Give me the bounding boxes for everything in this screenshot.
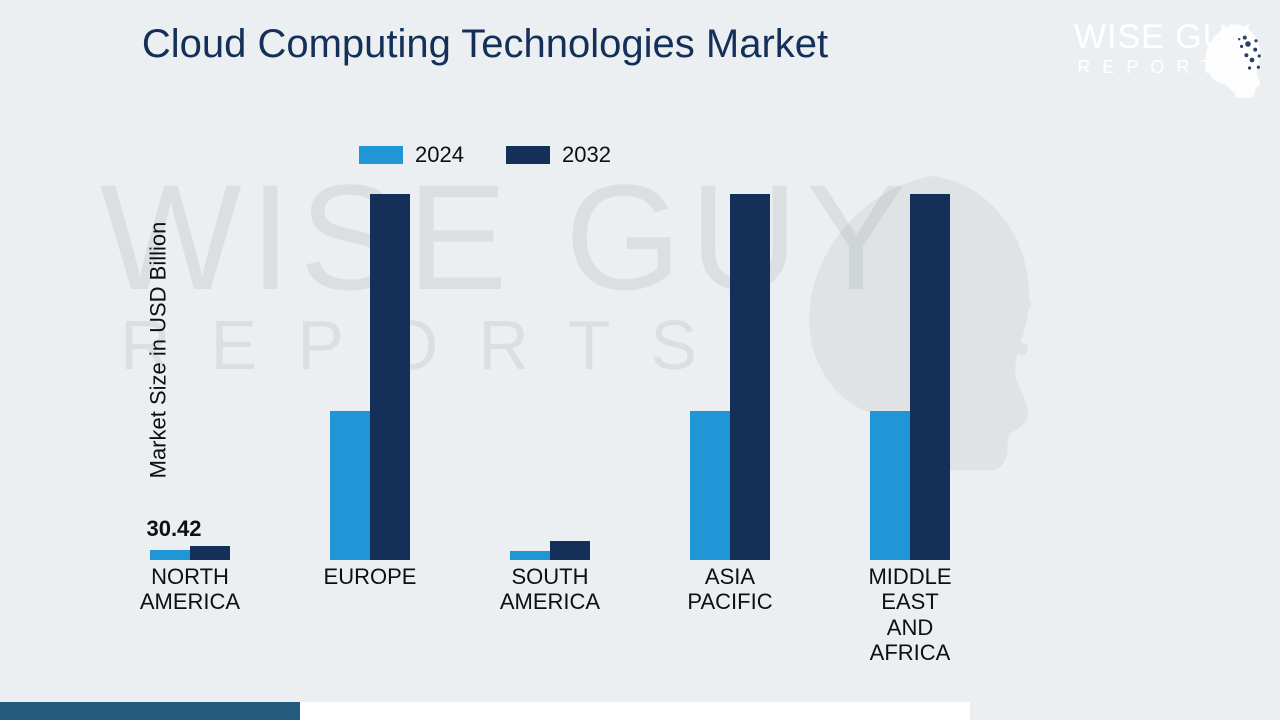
bar-group xyxy=(870,180,950,560)
brand-head-icon xyxy=(1188,20,1268,100)
plot-area: 30.42 xyxy=(110,180,1010,560)
footer-accent xyxy=(0,702,300,720)
bar-group: 30.42 xyxy=(150,180,230,560)
legend: 2024 2032 xyxy=(0,142,970,168)
legend-label-2032: 2032 xyxy=(562,142,611,168)
bar-group xyxy=(330,180,410,560)
legend-swatch-2032 xyxy=(506,146,550,164)
bar-2032 xyxy=(910,194,950,560)
category-axis: NORTHAMERICA EUROPE SOUTHAMERICA ASIAPACIFI… xyxy=(110,560,1010,700)
legend-swatch-2024 xyxy=(359,146,403,164)
legend-label-2024: 2024 xyxy=(415,142,464,168)
category-label: EUROPE xyxy=(300,564,440,589)
bar-2032 xyxy=(370,194,410,560)
bar-2024 xyxy=(330,411,370,560)
bar-group xyxy=(510,180,590,560)
stage: WISE GUY REPORTS Cloud Computing Technol… xyxy=(0,0,1280,720)
bar-2024 xyxy=(510,551,550,560)
bar-2024 xyxy=(150,550,190,561)
legend-item-2032: 2032 xyxy=(506,142,611,168)
category-label: ASIAPACIFIC xyxy=(660,564,800,615)
category-label: SOUTHAMERICA xyxy=(480,564,620,615)
bar-2032 xyxy=(550,541,590,560)
data-label: 30.42 xyxy=(124,516,224,542)
category-label: MIDDLEEASTANDAFRICA xyxy=(840,564,980,665)
bar-2032 xyxy=(730,194,770,560)
bar-group xyxy=(690,180,770,560)
bar-2024 xyxy=(690,411,730,560)
legend-item-2024: 2024 xyxy=(359,142,464,168)
category-label: NORTHAMERICA xyxy=(120,564,260,615)
chart-title: Cloud Computing Technologies Market xyxy=(0,22,970,67)
bar-2024 xyxy=(870,411,910,560)
bar-2032 xyxy=(190,546,230,560)
